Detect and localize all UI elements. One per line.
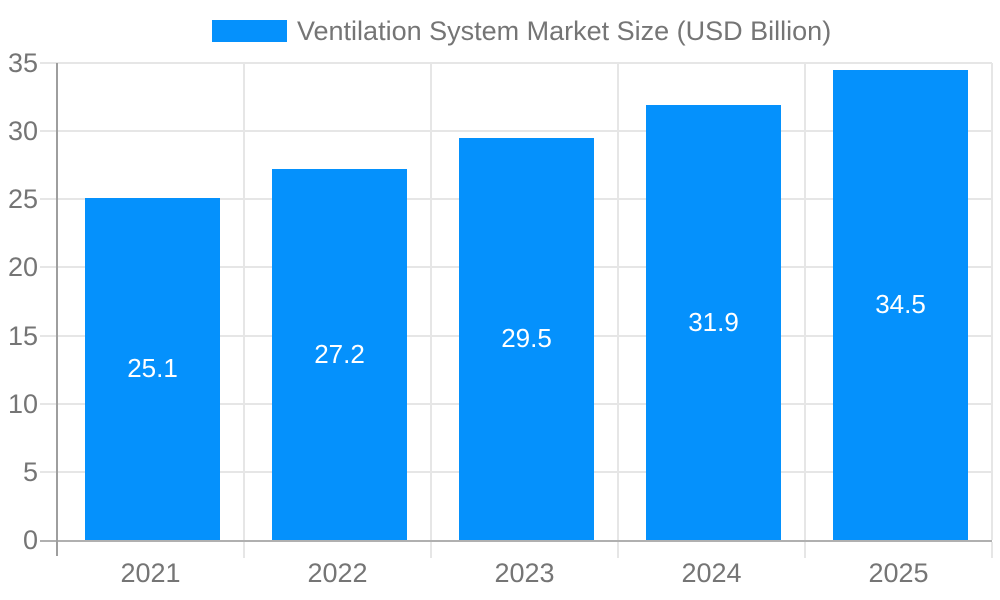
x-axis-label: 2023 (494, 558, 555, 588)
h-gridline (57, 62, 992, 64)
x-tick (804, 542, 806, 558)
y-tick (40, 402, 57, 405)
y-tick (40, 130, 57, 133)
bar-value-label: 29.5 (501, 323, 552, 354)
v-gridline (617, 63, 619, 540)
x-tick (430, 542, 432, 558)
y-axis-line (56, 63, 58, 556)
bar[interactable]: 29.5 (459, 137, 594, 540)
x-axis-label: 2022 (307, 558, 368, 588)
x-axis-label: 2024 (681, 558, 742, 588)
bar[interactable]: 25.1 (85, 197, 220, 540)
x-tick (617, 542, 619, 558)
x-axis-line (40, 540, 992, 542)
legend-swatch[interactable] (212, 20, 287, 42)
x-tick (243, 542, 245, 558)
bar[interactable]: 31.9 (646, 105, 781, 540)
y-axis-label: 0 (22, 525, 38, 555)
v-gridline (430, 63, 432, 540)
y-tick (40, 198, 57, 201)
y-axis-label: 20 (7, 252, 38, 283)
plot-area: 25.1 27.2 29.5 31.9 34.5 (40, 62, 993, 558)
bar[interactable]: 34.5 (833, 69, 968, 540)
bar-value-label: 27.2 (314, 339, 365, 370)
bar-value-label: 31.9 (688, 307, 739, 338)
y-axis-label: 15 (7, 320, 38, 351)
x-tick (991, 542, 993, 558)
y-axis-label: 10 (7, 388, 38, 419)
x-axis-label: 2025 (868, 558, 929, 588)
h-gridline (57, 130, 992, 133)
y-axis-label: 5 (22, 456, 38, 487)
y-axis-label: 25 (7, 184, 38, 215)
y-tick (40, 470, 57, 473)
y-axis-label: 35 (7, 48, 38, 78)
y-tick (40, 62, 57, 64)
bar[interactable]: 27.2 (272, 169, 407, 540)
y-tick (40, 266, 57, 269)
bar-value-label: 34.5 (875, 289, 926, 320)
y-axis-label: 30 (7, 116, 38, 147)
x-axis-label: 2021 (120, 558, 181, 588)
v-gridline (804, 63, 806, 540)
bar-value-label: 25.1 (127, 353, 178, 384)
y-tick (40, 334, 57, 337)
v-gridline (243, 63, 245, 540)
v-gridline (991, 63, 993, 540)
legend-series-label[interactable]: Ventilation System Market Size (USD Bill… (297, 16, 832, 46)
